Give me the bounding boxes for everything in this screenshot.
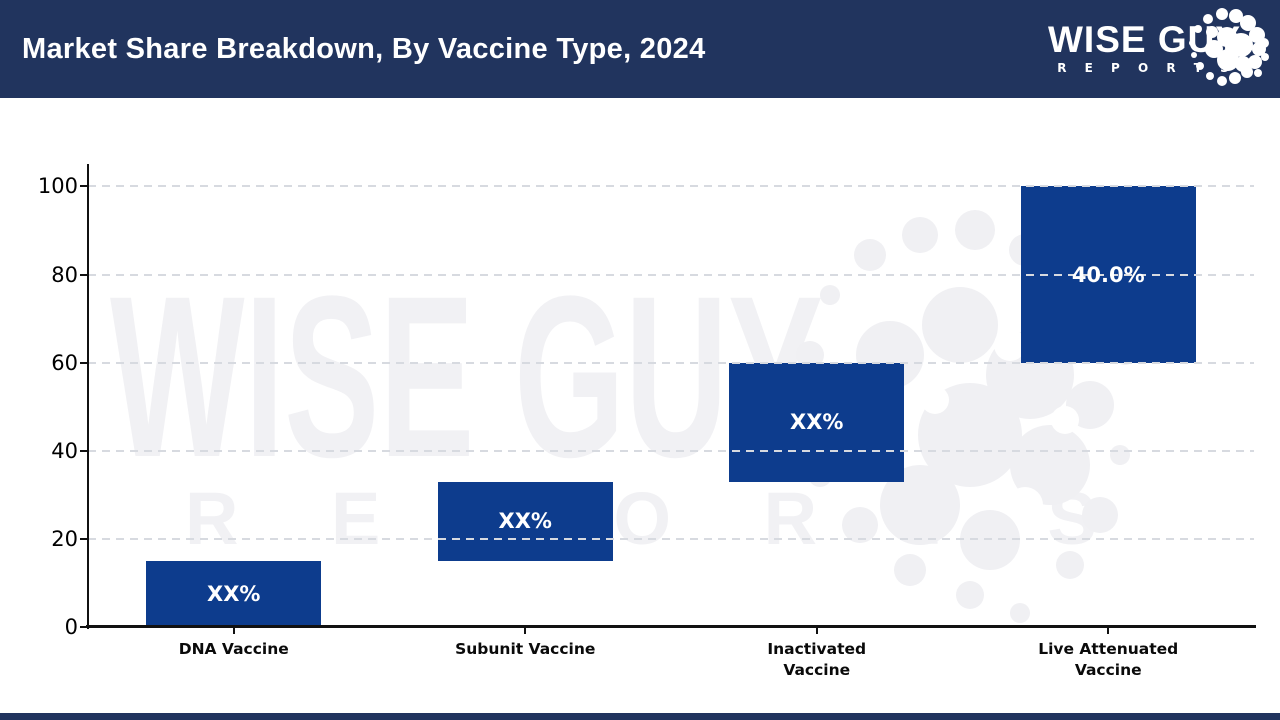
y-tick-mark [80, 361, 87, 364]
x-tick-label: Live Attenuated Vaccine [1038, 640, 1179, 679]
bar-segment [146, 560, 322, 627]
gridline [88, 185, 1254, 188]
x-tick-mark [815, 628, 818, 634]
bar-segment [729, 362, 905, 482]
y-tick-mark [80, 273, 87, 276]
x-tick-label: DNA Vaccine [178, 640, 289, 658]
y-tick-label: 0 [64, 615, 78, 639]
bar-value-label: 40.0% [1071, 262, 1145, 287]
y-tick-label: 100 [37, 174, 78, 199]
page-title: Market Share Breakdown, By Vaccine Type,… [22, 32, 706, 65]
x-tick-mark [1107, 628, 1110, 634]
bar-segment [437, 481, 613, 561]
gridline [88, 449, 1254, 452]
bar-value-label: XX% [498, 509, 552, 534]
x-tick-label: Inactivated Vaccine [767, 640, 867, 679]
y-tick-label: 80 [51, 262, 78, 287]
y-tick-mark [80, 185, 87, 188]
y-tick-label: 60 [51, 350, 78, 375]
y-axis-spine [87, 164, 89, 629]
watermark-head-dots [796, 210, 1135, 623]
y-tick-mark [80, 626, 87, 628]
x-tick-mark [524, 628, 527, 634]
x-tick-mark [232, 628, 235, 634]
footer-strip [0, 713, 1280, 720]
watermark-text-primary: WISE GUY [110, 248, 824, 505]
header: Market Share Breakdown, By Vaccine Type,… [0, 0, 1280, 98]
gridline [88, 537, 1254, 540]
gridline [88, 273, 1254, 276]
y-tick-mark [80, 537, 87, 540]
y-tick-mark [80, 449, 87, 452]
y-tick-label: 20 [51, 526, 78, 551]
x-tick-label: Subunit Vaccine [455, 640, 596, 658]
logo-head-icon [1189, 8, 1269, 86]
bar-value-label: XX% [790, 410, 844, 435]
x-axis-spine [86, 625, 1256, 628]
gridline [88, 361, 1254, 364]
y-tick-label: 40 [51, 438, 78, 463]
wiseguy-logo: WISE GUY R E P O R T S [1018, 7, 1269, 91]
logo-secondary-text: R E P O R T S [1057, 61, 1236, 75]
bar-value-label: XX% [207, 581, 261, 606]
